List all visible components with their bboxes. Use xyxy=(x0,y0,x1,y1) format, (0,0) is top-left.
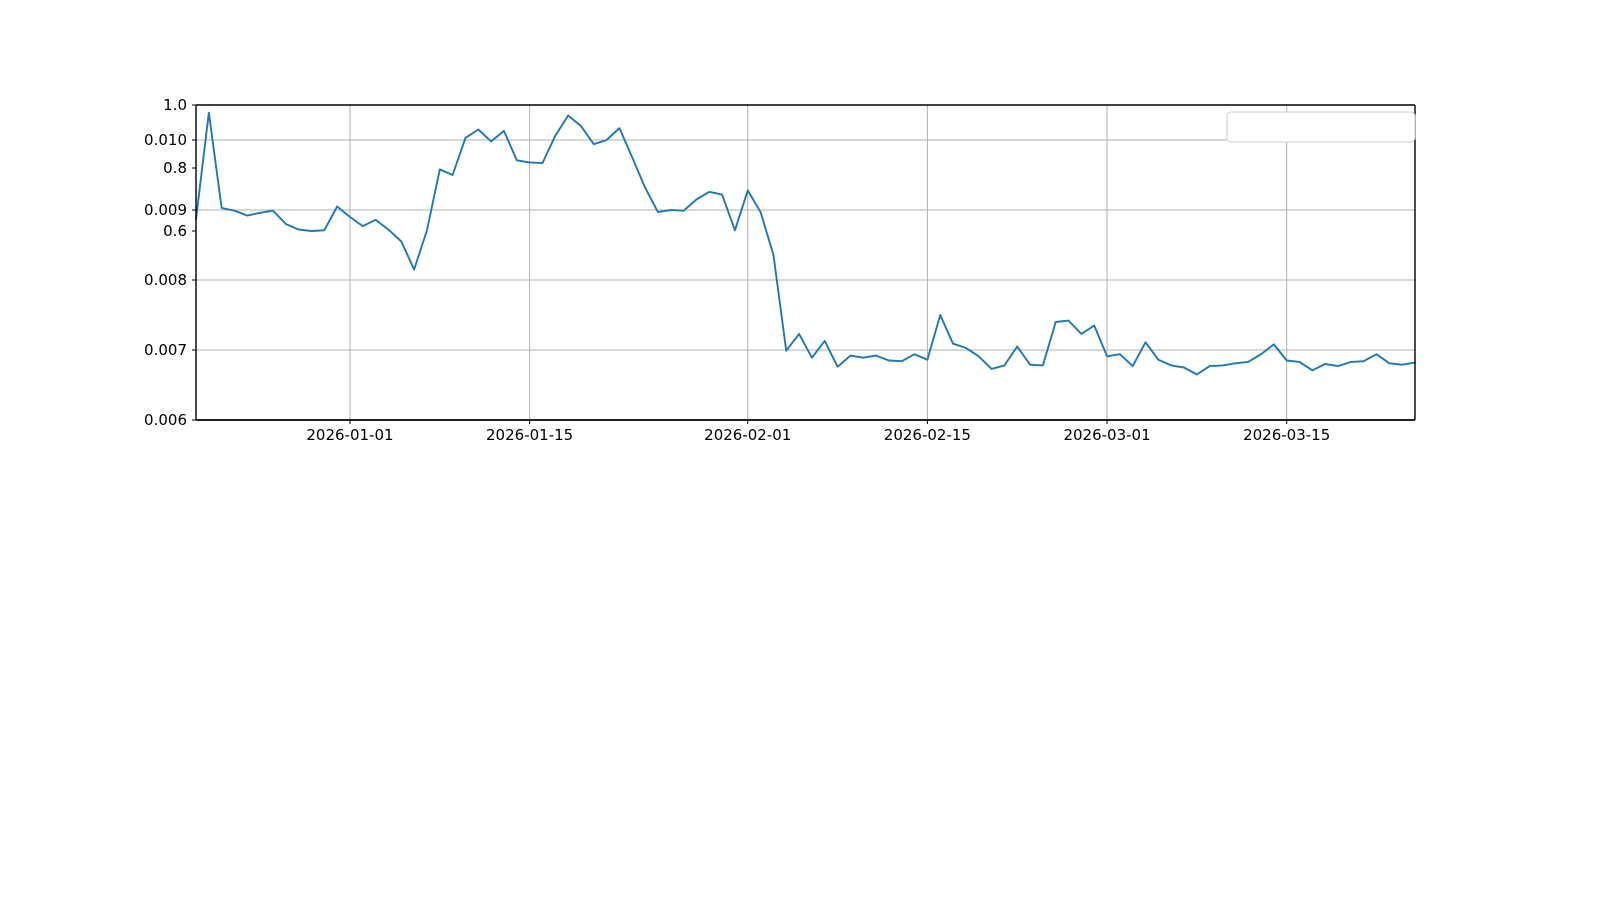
price-x-tick-label: 2026-03-01 xyxy=(1063,426,1150,444)
price-y-tick-overlay-label: 0.6 xyxy=(163,222,187,240)
price-y-tick-label: 0.010 xyxy=(144,131,187,149)
price-y-tick-label: 0.007 xyxy=(144,341,187,359)
price-y-tick-label: 0.008 xyxy=(144,271,187,289)
price-legend-box[interactable] xyxy=(1226,111,1416,143)
price-x-tick-label: 2026-02-15 xyxy=(884,426,971,444)
price-y-tick-label: 0.006 xyxy=(144,411,187,429)
price-y-tick-overlay-label: 0.8 xyxy=(163,159,187,177)
price-y-tick-overlay-label: 1.0 xyxy=(163,96,187,114)
price-x-tick-label: 2026-02-01 xyxy=(704,426,791,444)
price-x-tick-label: 2026-01-15 xyxy=(486,426,573,444)
price-line-close xyxy=(195,111,1416,376)
price-y-tick-label: 0.009 xyxy=(144,201,187,219)
price-x-tick-label: 2026-01-01 xyxy=(306,426,393,444)
price-x-tick-label: 2026-03-15 xyxy=(1243,426,1330,444)
